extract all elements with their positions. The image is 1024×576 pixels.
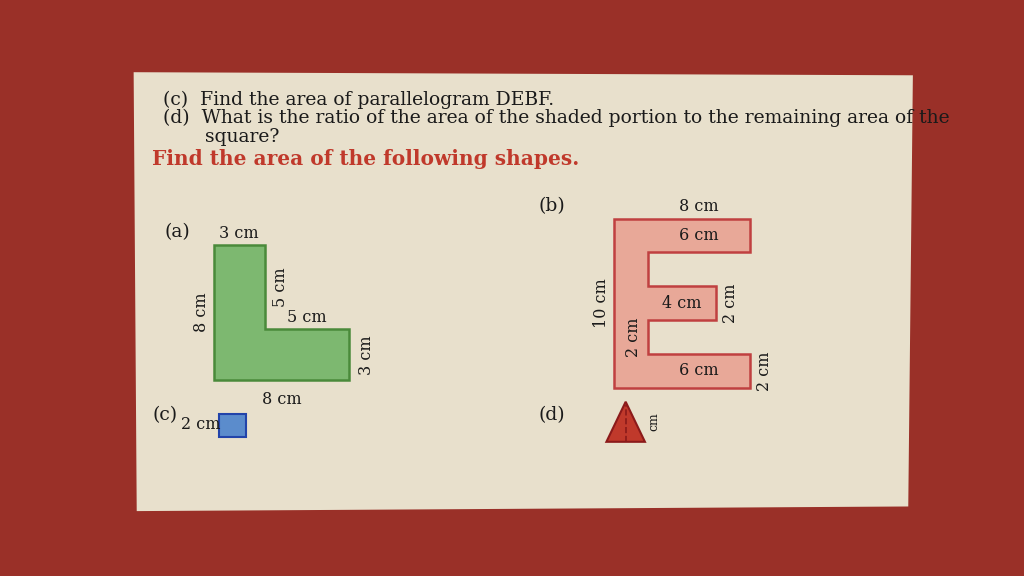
Text: 8 cm: 8 cm bbox=[679, 198, 719, 215]
Text: (a): (a) bbox=[165, 223, 190, 241]
Text: 3 cm: 3 cm bbox=[358, 335, 376, 374]
Text: 6 cm: 6 cm bbox=[679, 227, 719, 244]
Text: 8 cm: 8 cm bbox=[262, 391, 301, 408]
Bar bbox=[219, 414, 246, 437]
Text: 2 cm: 2 cm bbox=[180, 416, 220, 433]
Text: 2 cm: 2 cm bbox=[722, 283, 739, 323]
Polygon shape bbox=[614, 218, 750, 388]
Polygon shape bbox=[214, 245, 349, 380]
Text: square?: square? bbox=[163, 128, 280, 146]
Text: (d): (d) bbox=[539, 407, 565, 425]
Polygon shape bbox=[134, 72, 912, 511]
Text: 6 cm: 6 cm bbox=[679, 362, 719, 380]
Text: 2 cm: 2 cm bbox=[625, 317, 642, 357]
Text: cm: cm bbox=[647, 412, 660, 431]
Text: (c): (c) bbox=[153, 407, 177, 425]
Text: 3 cm: 3 cm bbox=[219, 225, 259, 241]
Text: 8 cm: 8 cm bbox=[193, 293, 210, 332]
Polygon shape bbox=[606, 402, 645, 442]
Text: (d)  What is the ratio of the area of the shaded portion to the remaining area o: (d) What is the ratio of the area of the… bbox=[163, 109, 949, 127]
Text: 10 cm: 10 cm bbox=[593, 278, 610, 328]
Text: Find the area of the following shapes.: Find the area of the following shapes. bbox=[153, 149, 580, 169]
Text: 2 cm: 2 cm bbox=[756, 351, 773, 391]
Text: 5 cm: 5 cm bbox=[287, 309, 327, 325]
Text: 5 cm: 5 cm bbox=[272, 267, 289, 307]
Text: 4 cm: 4 cm bbox=[663, 295, 701, 312]
Text: (c)  Find the area of parallelogram DEBF.: (c) Find the area of parallelogram DEBF. bbox=[163, 90, 554, 109]
Text: (b): (b) bbox=[539, 196, 565, 215]
